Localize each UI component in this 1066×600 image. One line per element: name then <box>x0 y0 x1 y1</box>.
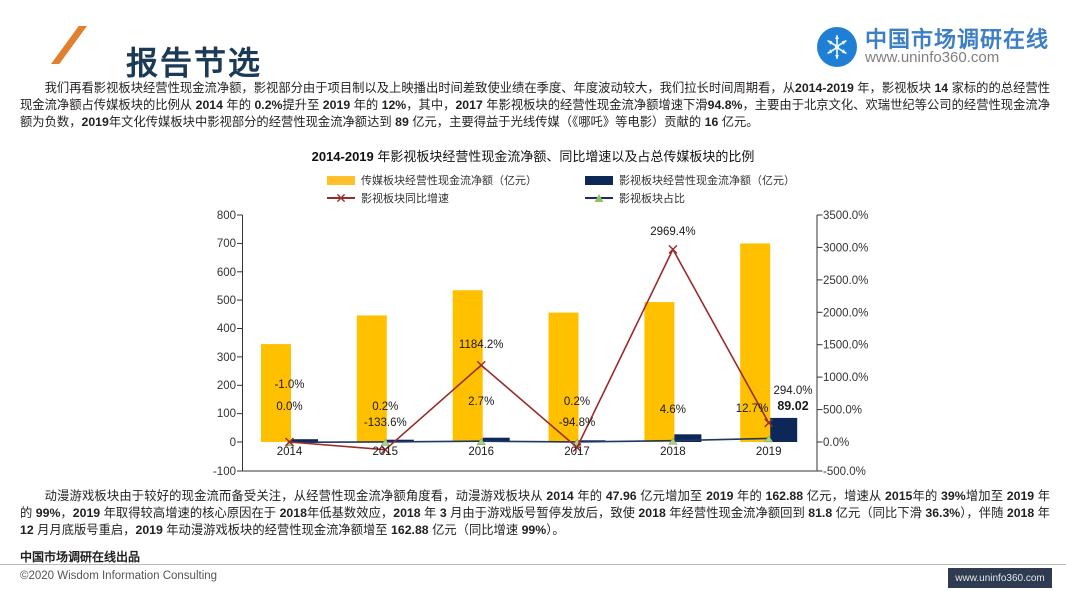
svg-text:2500.0%: 2500.0% <box>823 275 868 287</box>
svg-text:2000.0%: 2000.0% <box>823 307 868 319</box>
svg-text:2969.4%: 2969.4% <box>650 226 695 238</box>
svg-text:-133.6%: -133.6% <box>364 417 407 429</box>
svg-text:2018: 2018 <box>660 446 686 458</box>
svg-text:500.0%: 500.0% <box>823 405 862 417</box>
svg-text:2015: 2015 <box>373 446 399 458</box>
svg-text:4.6%: 4.6% <box>660 404 686 416</box>
svg-text:0: 0 <box>230 437 236 449</box>
svg-text:600: 600 <box>217 267 236 279</box>
svg-text:2019: 2019 <box>756 446 782 458</box>
svg-text:-100: -100 <box>213 466 236 478</box>
svg-text:2014: 2014 <box>277 446 303 458</box>
svg-text:89.02: 89.02 <box>777 399 808 413</box>
svg-text:0.0%: 0.0% <box>276 401 302 413</box>
svg-text:300: 300 <box>217 352 236 364</box>
svg-text:-94.8%: -94.8% <box>559 417 595 429</box>
svg-text:100: 100 <box>217 408 236 420</box>
svg-text:12.7%: 12.7% <box>736 403 769 415</box>
svg-text:294.0%: 294.0% <box>773 385 812 397</box>
svg-text:1500.0%: 1500.0% <box>823 340 868 352</box>
svg-text:2.7%: 2.7% <box>468 396 494 408</box>
svg-text:800: 800 <box>217 210 236 222</box>
svg-text:1184.2%: 1184.2% <box>459 339 504 351</box>
svg-text:2017: 2017 <box>564 446 590 458</box>
svg-text:0.2%: 0.2% <box>564 396 590 408</box>
svg-text:3500.0%: 3500.0% <box>823 210 868 222</box>
svg-text:3000.0%: 3000.0% <box>823 242 868 254</box>
svg-text:0.2%: 0.2% <box>372 401 398 413</box>
svg-text:0.0%: 0.0% <box>823 437 849 449</box>
svg-text:2016: 2016 <box>468 446 494 458</box>
svg-text:400: 400 <box>217 323 236 335</box>
svg-text:-500.0%: -500.0% <box>823 466 866 478</box>
svg-text:200: 200 <box>217 380 236 392</box>
svg-text:500: 500 <box>217 295 236 307</box>
svg-text:700: 700 <box>217 238 236 250</box>
svg-text:1000.0%: 1000.0% <box>823 372 868 384</box>
svg-text:-1.0%: -1.0% <box>274 379 304 391</box>
